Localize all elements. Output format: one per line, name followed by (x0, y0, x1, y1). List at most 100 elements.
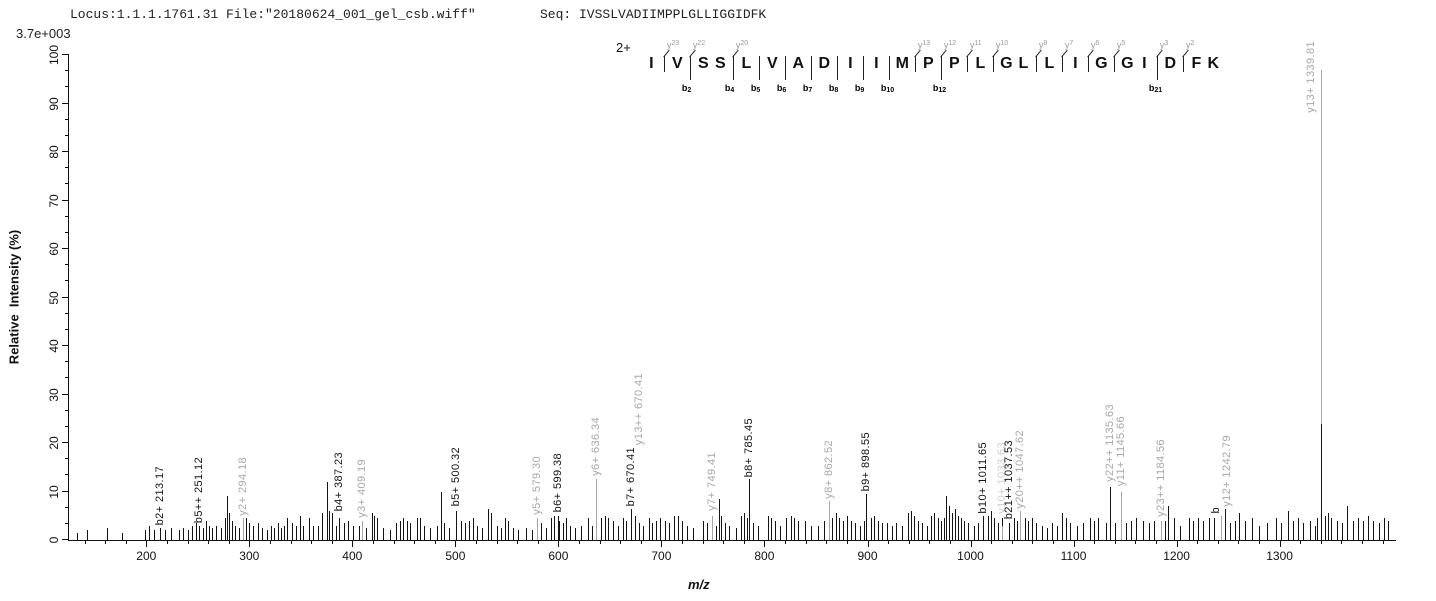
residue: S (697, 55, 709, 72)
x-axis-tick-label: 200 (136, 549, 157, 563)
peak (226, 496, 228, 540)
assigned-peak (1120, 491, 1122, 540)
peak (656, 520, 658, 540)
residue: P (948, 55, 960, 72)
x-axis-minor-tick (311, 540, 313, 544)
peak (664, 520, 666, 540)
y-axis-tick (62, 102, 69, 104)
x-axis-minor-tick (1011, 540, 1013, 544)
peak (353, 525, 355, 540)
peak (77, 532, 79, 540)
peak (794, 518, 796, 540)
peak (569, 525, 571, 540)
spectrum-plot-area[interactable]: b2+ 213.17 b5++ 251.12 y2+ 294.18 b4+ 387.2… (47, 41, 1396, 563)
peak (231, 520, 233, 540)
x-axis-tick-label: 900 (857, 549, 878, 563)
y-axis-minor-tick (65, 183, 69, 185)
peak (1259, 525, 1260, 540)
peak (216, 525, 218, 540)
peak (482, 527, 484, 540)
peak (209, 525, 211, 540)
peak (546, 527, 547, 540)
x-axis-tick (1176, 540, 1178, 547)
peak (940, 520, 942, 540)
peak (1036, 523, 1038, 540)
x-axis-minor-tick (640, 540, 642, 544)
y-axis-minor-tick (65, 458, 69, 460)
fragment-marker: b8 (829, 56, 842, 94)
y-axis-tick-label: 60 (47, 242, 61, 256)
fragment-marker: y12 b12 (933, 40, 956, 94)
x-axis-tick (661, 540, 663, 547)
peak (206, 520, 207, 540)
peak (417, 518, 419, 540)
y-axis-tick (62, 199, 69, 201)
residue: L (741, 55, 752, 72)
residue: I (1142, 55, 1147, 72)
locus-file-header: Locus:1.1.1.1761.31 File:"20180624_001_g… (70, 7, 476, 22)
peak (642, 525, 644, 540)
assigned-peak (828, 501, 830, 540)
peak (1287, 510, 1289, 540)
x-axis-tick (867, 540, 869, 547)
y-ion-label: y20 (735, 40, 749, 50)
x-axis-minor-tick (1320, 540, 1322, 544)
y-axis-tick-label: 90 (47, 96, 61, 111)
y-axis-tick (62, 296, 69, 298)
peak-label: b9+ 898.55 (860, 432, 872, 492)
peak-label: y3+ 409.19 (355, 459, 368, 519)
peak (1225, 508, 1226, 540)
peak (313, 525, 315, 540)
b-ion-label: b5 (750, 83, 761, 94)
assigned-peak (1110, 486, 1112, 540)
x-axis-minor-tick (1217, 540, 1219, 544)
x-axis-minor-tick (1362, 540, 1363, 544)
peak (195, 523, 197, 540)
peak (1057, 525, 1058, 540)
peak (284, 525, 286, 540)
peak (693, 527, 695, 540)
peak (945, 496, 947, 540)
peak (460, 520, 462, 540)
peak (444, 523, 445, 540)
peak (449, 527, 451, 540)
peak (907, 513, 909, 540)
y-axis-tick (62, 393, 69, 395)
x-axis-tick-label: 1000 (957, 549, 984, 563)
y-axis-minor-tick (65, 409, 69, 411)
peak (1062, 513, 1064, 540)
x-axis-minor-tick (208, 540, 210, 544)
fragment-marker: y7 (1058, 40, 1073, 72)
fragment-marker: y6 (1084, 40, 1099, 72)
cleavage-bar (914, 56, 916, 72)
residue: G (1000, 55, 1013, 72)
assigned-peak (712, 515, 714, 540)
assigned-peak (159, 527, 161, 540)
peak (212, 527, 214, 540)
x-axis-minor-tick (805, 540, 807, 544)
peak (551, 518, 553, 540)
x-axis-minor-tick (1238, 540, 1240, 544)
peak-label: y7+ 749.41 (706, 452, 719, 511)
x-axis-minor-tick (393, 540, 395, 544)
peak (518, 530, 520, 540)
peak (1046, 527, 1048, 540)
peak (842, 520, 844, 540)
residue: V (766, 55, 778, 72)
fragment-marker: b6 (777, 56, 790, 94)
fragment-marker: y10 (989, 40, 1008, 72)
x-axis-minor-tick (1155, 540, 1157, 544)
fragment-marker: y11 (963, 40, 982, 72)
peak (934, 513, 936, 540)
x-axis-tick (764, 540, 766, 547)
peak (1251, 518, 1253, 540)
y-ion-label: y3 (1159, 40, 1169, 50)
peak (918, 520, 919, 540)
fragment-marker: b9 (855, 56, 868, 94)
peak (779, 525, 781, 540)
peak (1136, 518, 1138, 540)
peak (958, 515, 960, 540)
assigned-peak (1160, 520, 1162, 540)
peak (855, 523, 857, 540)
b-ion-label: b4 (724, 83, 735, 94)
